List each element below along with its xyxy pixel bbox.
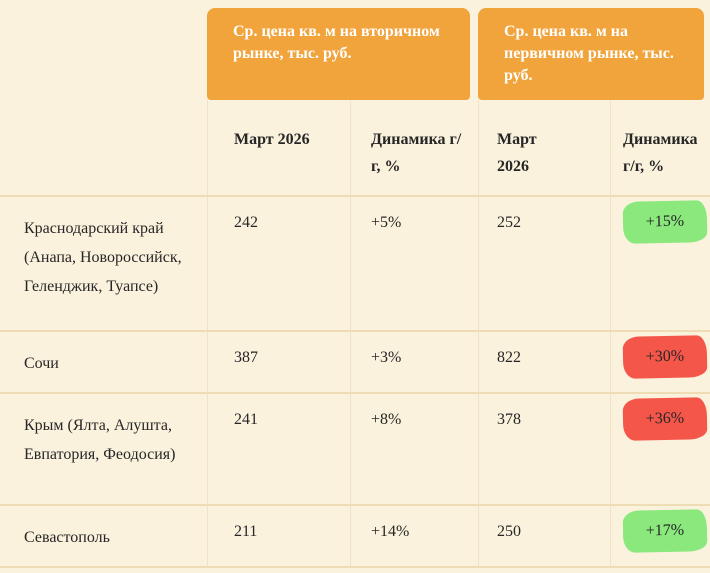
table-row: Краснодарский край (Анапа, Новороссийск,… [0,197,710,332]
table-row: Сочи 387 +3% 822 +30% [0,332,710,394]
region-cell: Крым (Ялта, Алушта, Евпатория, Феодосия) [24,417,176,463]
spacer [470,197,478,330]
primary-price-cell: 252 [478,197,610,330]
secondary-month-header: Март 2026 [207,100,350,195]
spacer [470,394,478,504]
secondary-price-cell: 211 [207,506,350,566]
primary-month-header: Март 2026 [478,100,610,195]
secondary-yoy-cell: +5% [350,197,470,330]
primary-price-cell: 378 [478,394,610,504]
primary-price-cell: 250 [478,506,610,566]
secondary-yoy-cell: +14% [350,506,470,566]
group-header-row: Ср. цена кв. м на вторичном рынке, тыс. … [0,8,710,100]
primary-yoy-cell: +17% [610,506,710,566]
secondary-yoy-cell: +8% [350,394,470,504]
secondary-price-cell: 387 [207,332,350,392]
table-row: Севастополь 211 +14% 250 +17% [0,506,710,568]
marker-highlight: +36% [622,397,708,441]
secondary-market-group-header: Ср. цена кв. м на вторичном рынке, тыс. … [207,8,470,100]
secondary-price-cell: 241 [207,394,350,504]
primary-market-group-header: Ср. цена кв. м на первичном рынке, тыс. … [478,8,704,100]
secondary-price-cell: 242 [207,197,350,330]
marker-highlight: +15% [622,200,708,244]
marker-highlight: +30% [622,335,708,379]
secondary-dynamics-header: Динамика г/г, % [350,100,470,195]
region-column-header [0,100,207,195]
table-row: Крым (Ялта, Алушта, Евпатория, Феодосия)… [0,394,710,506]
primary-yoy-cell: +15% [610,197,710,330]
primary-dynamics-header: Динамика г/г, % [610,100,710,195]
primary-month-header-label: Март 2026 [497,131,537,175]
spacer [470,506,478,566]
region-cell: Краснодарский край (Анапа, Новороссийск,… [24,220,182,295]
region-cell: Севастополь [24,529,110,546]
spacer [470,332,478,392]
secondary-yoy-cell: +3% [350,332,470,392]
primary-price-cell: 822 [478,332,610,392]
primary-yoy-cell: +30% [610,332,710,392]
marker-highlight: +17% [622,509,708,553]
spacer [470,100,478,195]
region-cell: Сочи [24,355,59,372]
primary-yoy-cell: +36% [610,394,710,504]
column-header-row: Март 2026 Динамика г/г, % Март 2026 Дина… [0,100,710,197]
